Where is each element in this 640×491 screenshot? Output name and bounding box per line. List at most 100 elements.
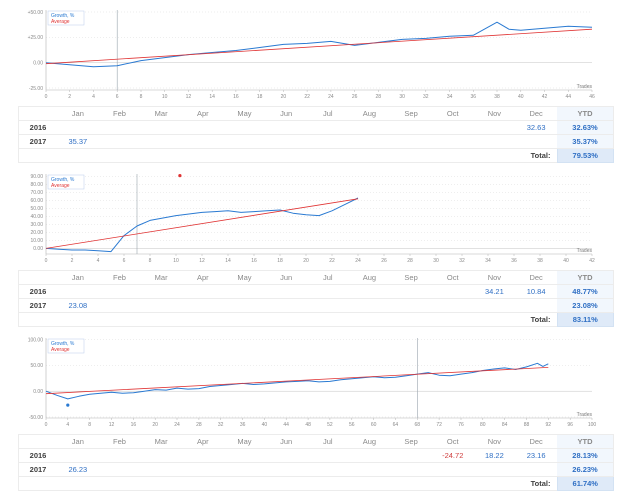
svg-text:32: 32	[459, 258, 465, 264]
month-value: 34.21	[473, 284, 516, 299]
svg-text:60.00: 60.00	[30, 198, 43, 204]
month-value	[265, 448, 307, 463]
svg-text:12: 12	[109, 422, 115, 428]
month-value	[98, 462, 141, 477]
svg-text:36: 36	[240, 422, 246, 428]
svg-text:Average: Average	[51, 19, 70, 25]
ytd-header: YTD	[557, 434, 614, 449]
month-value	[390, 120, 432, 135]
svg-text:40: 40	[262, 422, 268, 428]
month-value	[348, 284, 391, 299]
table-row: 2016 34.21 10.84 48.77%	[18, 284, 614, 299]
svg-text:76: 76	[458, 422, 464, 428]
svg-text:20: 20	[303, 258, 309, 264]
month-header: Aug	[348, 270, 391, 285]
growth-table-1: Jan Feb Mar Apr May Jun Jul Aug Sep Oct Nov Dec YTD 2…	[18, 106, 614, 163]
ytd-value: 48.77%	[557, 284, 614, 299]
svg-text:16: 16	[131, 422, 137, 428]
month-header: Aug	[348, 434, 391, 449]
month-header: Dec	[515, 434, 557, 449]
header-row: Jan Feb Mar Apr May Jun Jul Aug Sep Oct Nov Dec YTD	[18, 270, 614, 285]
month-value	[431, 120, 474, 135]
growth-chart-2: 90.0080.0070.0060.0050.0040.0030.0020.00…	[30, 174, 595, 264]
svg-text:46: 46	[589, 94, 595, 100]
svg-text:88: 88	[524, 422, 530, 428]
ytd-value: 26.23%	[557, 462, 614, 477]
month-value	[348, 462, 391, 477]
growth-panel-1: +50.00 +25.00 0.00 -25.00 0 2 4 6 8 10 12 14 16 18 20 2…	[0, 6, 640, 163]
month-value	[515, 134, 557, 149]
svg-text:36: 36	[511, 258, 517, 264]
month-header: May	[223, 434, 266, 449]
month-value	[473, 120, 516, 135]
growth-chart-1: +50.00+25.000.00-25.000 2 4 6 8 10 12 14 16 18 20 2…	[28, 10, 595, 100]
month-value	[348, 134, 391, 149]
svg-text:30: 30	[433, 258, 439, 264]
svg-text:42: 42	[542, 94, 548, 100]
month-header: Apr	[181, 270, 224, 285]
svg-text:16: 16	[233, 94, 239, 100]
year-label: 2016	[18, 120, 57, 135]
month-header: Aug	[348, 106, 391, 121]
month-header: Oct	[431, 434, 474, 449]
svg-text:0: 0	[45, 422, 48, 428]
month-value	[140, 120, 182, 135]
month-header: Jul	[306, 106, 349, 121]
year-header	[18, 106, 57, 121]
month-header: Dec	[515, 106, 557, 121]
svg-text:100: 100	[588, 422, 597, 428]
month-value	[181, 448, 224, 463]
month-header: Jun	[265, 434, 307, 449]
svg-text:40.00: 40.00	[30, 214, 43, 220]
month-value	[98, 298, 141, 313]
month-header: Feb	[98, 270, 141, 285]
month-header: Jan	[57, 106, 99, 121]
month-header: Nov	[473, 106, 516, 121]
svg-text:-50.00: -50.00	[29, 415, 43, 421]
svg-text:8: 8	[140, 94, 143, 100]
total-row: Total: 79.53%	[18, 148, 614, 163]
table-row: 2017 23.08 23.08%	[18, 298, 614, 313]
growth-table: Jan Feb Mar Apr May Jun Jul Aug Sep Oct Nov Dec YTD 2…	[18, 270, 614, 327]
month-value	[306, 284, 349, 299]
table-row: 2017 26.23 26.23%	[18, 462, 614, 477]
svg-text:Trades: Trades	[577, 84, 593, 90]
svg-text:6: 6	[123, 258, 126, 264]
ytd-header: YTD	[557, 270, 614, 285]
month-value	[181, 462, 224, 477]
month-header: Sep	[390, 434, 432, 449]
year-label: 2017	[18, 462, 57, 477]
growth-table-2: Jan Feb Mar Apr May Jun Jul Aug Sep Oct Nov Dec YTD 2…	[18, 270, 614, 327]
month-value	[306, 462, 349, 477]
svg-text:0: 0	[45, 258, 48, 264]
svg-text:16: 16	[251, 258, 257, 264]
month-value: 23.16	[515, 448, 557, 463]
month-value: 18.22	[473, 448, 516, 463]
month-value	[140, 134, 182, 149]
svg-text:+50.00: +50.00	[28, 10, 44, 16]
svg-text:70.00: 70.00	[30, 190, 43, 196]
svg-text:34: 34	[447, 94, 453, 100]
growth-report-page: { "page": { "title": "Growth report" }, …	[0, 6, 640, 491]
svg-text:12: 12	[199, 258, 205, 264]
month-value	[57, 448, 99, 463]
svg-text:56: 56	[349, 422, 355, 428]
month-header: May	[223, 270, 266, 285]
svg-text:44: 44	[566, 94, 572, 100]
ytd-value: 23.08%	[557, 298, 614, 313]
month-value	[348, 448, 391, 463]
svg-text:80: 80	[480, 422, 486, 428]
svg-text:100.00: 100.00	[28, 337, 44, 343]
month-value	[473, 462, 516, 477]
ytd-value: 35.37%	[557, 134, 614, 149]
month-value	[223, 120, 266, 135]
svg-text:14: 14	[209, 94, 215, 100]
month-value	[265, 284, 307, 299]
svg-text:32: 32	[423, 94, 429, 100]
month-value	[265, 134, 307, 149]
svg-text:32: 32	[218, 422, 224, 428]
month-header: Apr	[181, 106, 224, 121]
month-value	[265, 120, 307, 135]
svg-text:8: 8	[149, 258, 152, 264]
svg-text:28: 28	[407, 258, 413, 264]
